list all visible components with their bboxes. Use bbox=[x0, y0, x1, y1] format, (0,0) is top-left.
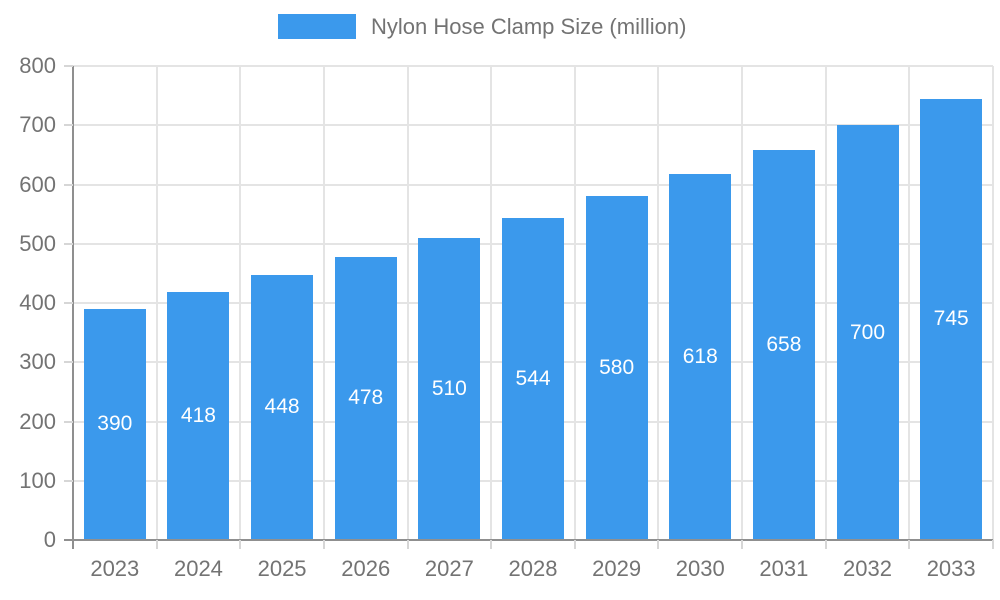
y-tick-600 bbox=[64, 183, 73, 186]
y-axis-label-700: 700 bbox=[19, 112, 56, 138]
bar-2029[interactable]: 580 bbox=[585, 196, 648, 540]
y-tick-300 bbox=[64, 361, 73, 364]
bar-value-label: 448 bbox=[264, 395, 300, 419]
bar-value-label: 544 bbox=[515, 366, 551, 390]
x-axis-label-2026: 2026 bbox=[341, 556, 391, 581]
y-tick-200 bbox=[64, 420, 73, 423]
x-tick-10 bbox=[908, 540, 911, 549]
bar-2025[interactable]: 448 bbox=[251, 274, 314, 540]
x-axis-label-2032: 2032 bbox=[843, 556, 892, 581]
gridline-x-4 bbox=[406, 66, 409, 540]
y-axis-label-800: 800 bbox=[19, 53, 56, 78]
bar-2023[interactable]: 390 bbox=[83, 308, 146, 540]
legend-label: Nylon Hose Clamp Size (million) bbox=[371, 14, 687, 39]
x-tick-11 bbox=[992, 540, 994, 549]
y-tick-700 bbox=[64, 124, 73, 127]
gridline-x-10 bbox=[908, 66, 911, 540]
bar-value-label: 618 bbox=[682, 344, 718, 368]
bar-value-label: 478 bbox=[348, 386, 384, 410]
bar-2032[interactable]: 700 bbox=[836, 125, 899, 540]
bar-2030[interactable]: 618 bbox=[669, 173, 732, 540]
y-axis-label-600: 600 bbox=[19, 171, 56, 197]
y-axis-label-400: 400 bbox=[19, 290, 56, 315]
x-tick-3 bbox=[322, 540, 325, 549]
gridline-x-8 bbox=[741, 66, 744, 540]
y-axis-label-500: 500 bbox=[19, 230, 56, 256]
bar-value-label: 700 bbox=[850, 320, 886, 344]
x-axis-label-2023: 2023 bbox=[90, 556, 140, 581]
y-axis-line bbox=[72, 66, 74, 549]
legend[interactable]: Nylon Hose Clamp Size (million) bbox=[278, 14, 686, 39]
bar-2026[interactable]: 478 bbox=[334, 256, 397, 540]
gridline-x-3 bbox=[322, 66, 325, 540]
gridline-x-9 bbox=[824, 66, 827, 540]
x-axis-label-2029: 2029 bbox=[592, 556, 642, 581]
bar-2028[interactable]: 544 bbox=[502, 217, 564, 540]
x-axis-label-2024: 2024 bbox=[173, 556, 223, 581]
x-tick-2 bbox=[239, 540, 242, 549]
x-tick-8 bbox=[741, 540, 744, 549]
y-axis-label-200: 200 bbox=[19, 408, 56, 434]
x-tick-6 bbox=[573, 540, 576, 549]
y-axis-label-0: 0 bbox=[43, 527, 56, 552]
x-axis-label-2028: 2028 bbox=[508, 556, 558, 581]
gridline-x-7 bbox=[657, 66, 660, 540]
x-axis-line bbox=[64, 539, 993, 541]
gridline-x-2 bbox=[239, 66, 242, 540]
plot-area: 390 418 448 478 510 544 580 618 658 700 745 bbox=[73, 65, 994, 540]
y-axis-label-300: 300 bbox=[19, 349, 56, 375]
x-tick-1 bbox=[155, 540, 158, 549]
y-tick-100 bbox=[64, 479, 73, 482]
x-tick-5 bbox=[490, 540, 493, 549]
gridline-x-1 bbox=[155, 66, 158, 540]
bar-value-label: 418 bbox=[180, 404, 216, 428]
bar-2024[interactable]: 418 bbox=[167, 292, 230, 540]
gridline-y-700 bbox=[73, 124, 993, 127]
x-axis-label-2027: 2027 bbox=[424, 556, 474, 581]
y-tick-400 bbox=[64, 302, 73, 304]
bar-2027[interactable]: 510 bbox=[418, 237, 481, 540]
x-axis-label-2031: 2031 bbox=[759, 556, 809, 581]
bar-value-label: 510 bbox=[431, 376, 467, 400]
y-axis-label-100: 100 bbox=[19, 467, 56, 493]
x-axis-label-2025: 2025 bbox=[257, 556, 307, 581]
bar-value-label: 390 bbox=[97, 412, 133, 436]
gridline-x-11 bbox=[992, 66, 994, 540]
bar-2033[interactable]: 745 bbox=[920, 98, 983, 540]
gridline-x-6 bbox=[573, 66, 576, 540]
gridline-x-5 bbox=[490, 66, 493, 540]
bar-value-label: 658 bbox=[766, 333, 802, 357]
gridline-y-600 bbox=[73, 183, 993, 186]
x-axis-label-2033: 2033 bbox=[926, 556, 976, 581]
bar-value-label: 580 bbox=[599, 356, 635, 380]
x-axis-label-2030: 2030 bbox=[675, 556, 725, 581]
x-tick-9 bbox=[824, 540, 827, 549]
y-tick-800 bbox=[64, 65, 73, 67]
x-tick-4 bbox=[406, 540, 409, 549]
bar-2031[interactable]: 658 bbox=[752, 150, 815, 540]
bar-value-label: 745 bbox=[933, 307, 969, 331]
gridline-y-800 bbox=[73, 65, 993, 67]
x-tick-7 bbox=[657, 540, 660, 549]
legend-swatch bbox=[278, 14, 356, 39]
y-tick-500 bbox=[64, 242, 73, 245]
